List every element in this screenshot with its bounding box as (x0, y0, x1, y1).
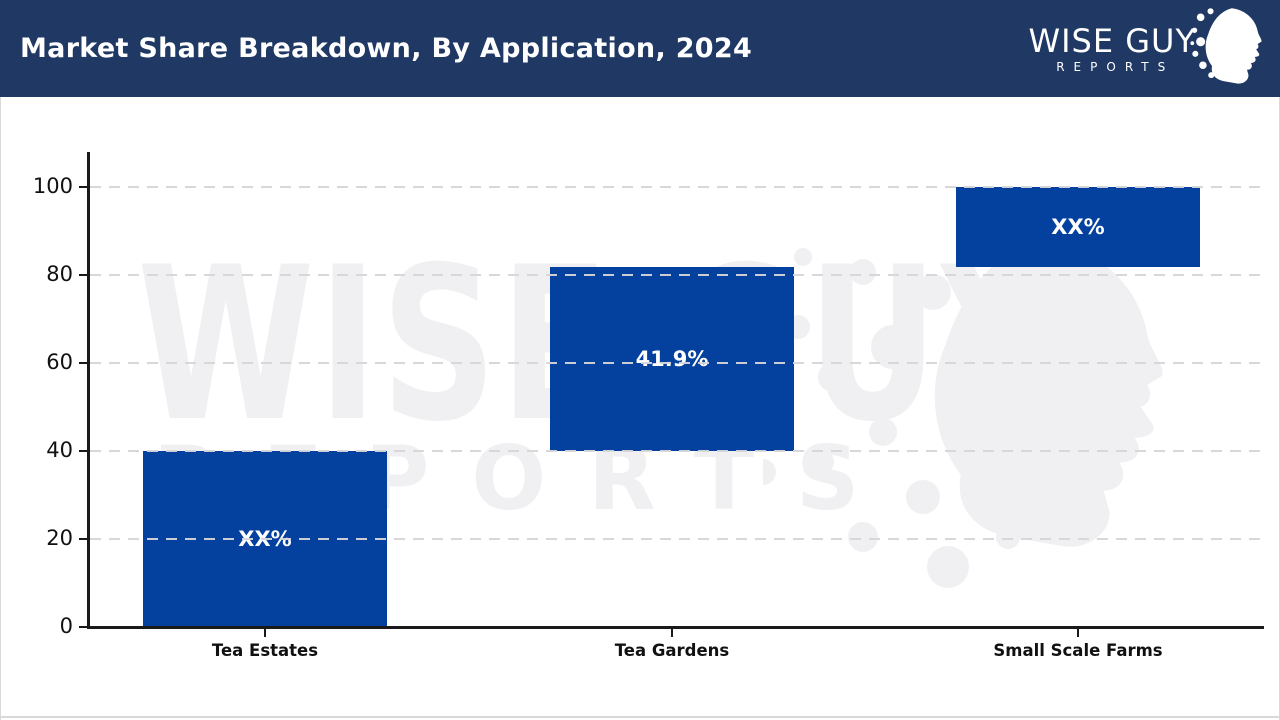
y-axis-tick-label: 0 (59, 614, 73, 638)
gridline-80 (90, 274, 1264, 276)
y-tick-80 (79, 274, 88, 276)
x-axis-label-tea-gardens: Tea Gardens (614, 641, 730, 660)
y-axis-line (87, 152, 90, 629)
x-axis-label-small-scale-farms: Small Scale Farms (993, 641, 1163, 660)
y-axis-tick-label: 100 (32, 174, 73, 198)
y-axis-tick-label: 40 (46, 438, 73, 462)
x-tick-tea-gardens (671, 629, 673, 637)
x-axis-label-tea-estates: Tea Estates (211, 641, 319, 660)
x-tick-small-scale-farms (1077, 629, 1079, 637)
y-tick-60 (79, 362, 88, 364)
bar-tea-gardens: 41.9% (550, 266, 794, 451)
logo-name: WISE GUY (1028, 21, 1196, 60)
gridline-40 (90, 450, 1264, 452)
y-axis-tick-label: 80 (46, 262, 73, 286)
y-tick-0 (79, 626, 88, 628)
y-axis-tick-label: 20 (46, 526, 73, 550)
gridline-100 (90, 186, 1264, 188)
y-axis-tick-label: 60 (46, 350, 73, 374)
x-axis-line (87, 626, 1264, 629)
logo-head-icon (1190, 3, 1266, 95)
page-title: Market Share Breakdown, By Application, … (20, 33, 753, 64)
gridline-20 (90, 538, 1264, 540)
bar-value-label-small-scale-farms: XX% (1051, 214, 1105, 239)
wise-guy-logo: WISE GUY REPORTS (1028, 3, 1266, 95)
watermark-head-icon (750, 217, 1193, 641)
header-bar: Market Share Breakdown, By Application, … (0, 0, 1280, 97)
chart-area: WISE GUY REPORTS 0 20 40 60 80 100 XX% Tea Esta… (0, 97, 1280, 720)
y-tick-40 (79, 450, 88, 452)
logo-subtitle: REPORTS (1056, 59, 1175, 74)
gridline-60 (90, 362, 1264, 364)
y-tick-20 (79, 538, 88, 540)
bottom-border-line (1, 716, 1280, 718)
x-tick-tea-estates (264, 629, 266, 637)
logo-text: WISE GUY REPORTS (1028, 25, 1196, 73)
bar-small-scale-farms: XX% (956, 187, 1200, 267)
bar-value-label-tea-gardens: 41.9% (635, 346, 709, 371)
y-tick-100 (79, 186, 88, 188)
